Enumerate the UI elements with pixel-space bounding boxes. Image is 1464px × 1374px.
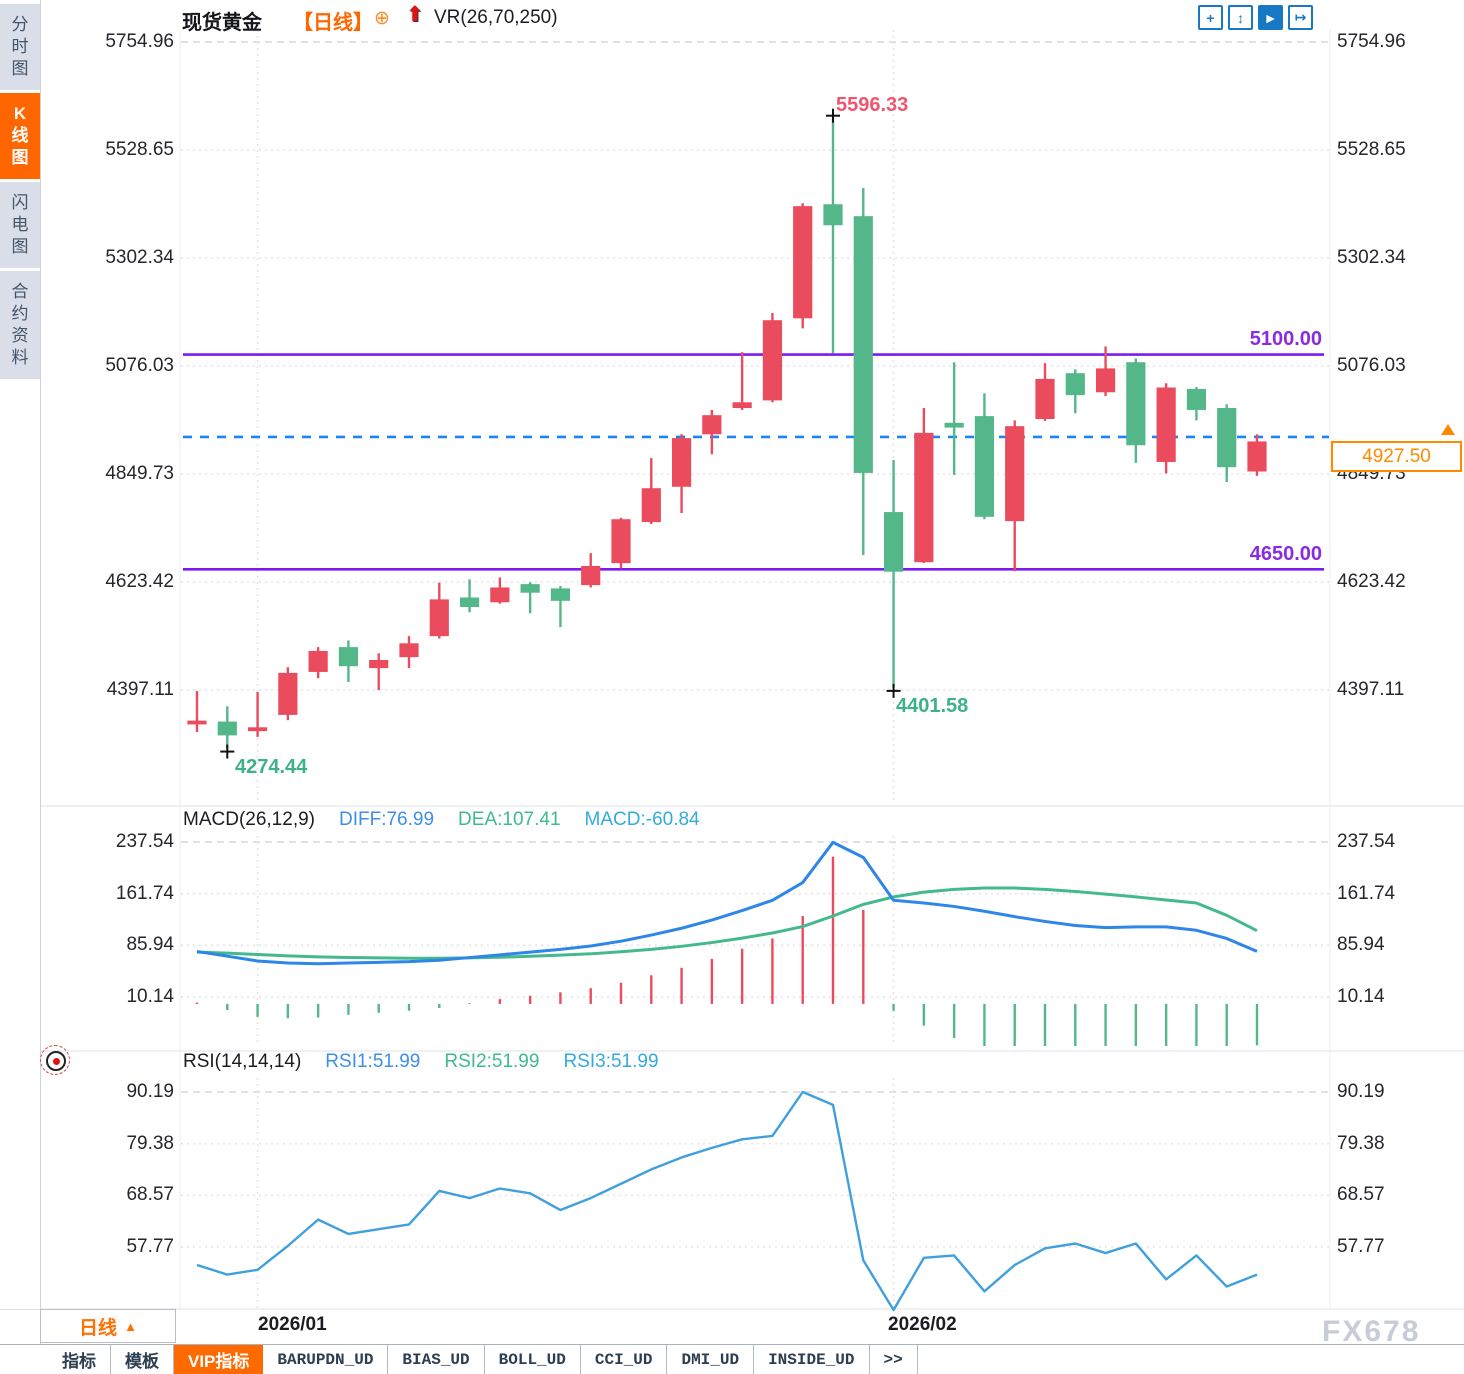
- price-axis-label-right: 5076.03: [1337, 355, 1406, 376]
- macd-bar-value: MACD:-60.84: [584, 809, 700, 830]
- macd-axis-label-right: 161.74: [1337, 882, 1396, 904]
- rsi-axis-label-left: 79.38: [126, 1132, 174, 1154]
- triangle-up-icon: ▲: [124, 1318, 137, 1334]
- price-axis-label-left: 4623.42: [105, 571, 174, 593]
- chart-toolbar: + ↕ ► ↦: [1198, 5, 1313, 30]
- bottom-tab-0[interactable]: 指标: [48, 1345, 111, 1374]
- rsi-axis-label-left: 68.57: [126, 1184, 174, 1206]
- current-price-badge: 4927.50: [1331, 441, 1462, 472]
- price-axis-label-right: 5528.65: [1337, 139, 1406, 160]
- pan-icon[interactable]: +: [1198, 5, 1223, 30]
- low-annotation-2: 4401.58: [896, 695, 969, 717]
- x-axis-label-jan: 2026/01: [258, 1314, 327, 1335]
- bottom-tab-8[interactable]: INSIDE_UD: [754, 1345, 870, 1374]
- sidebar-tab-0[interactable]: 分时图: [0, 4, 40, 90]
- sidebar-tab-2[interactable]: 闪电图: [0, 182, 40, 268]
- macd-axis-label-left: 85.94: [126, 934, 174, 956]
- macd-axis-label-left: 10.14: [126, 985, 174, 1007]
- rsi-axis-label-right: 57.77: [1337, 1236, 1385, 1257]
- low-annotation-1: 4274.44: [235, 756, 308, 778]
- price-axis-label-left: 4849.73: [105, 463, 174, 484]
- corner-cell: [0, 1309, 40, 1343]
- bottom-tab-1[interactable]: 模板: [111, 1345, 174, 1374]
- x-axis-label-feb: 2026/02: [888, 1314, 957, 1335]
- axis-zoom-icon[interactable]: ↕: [1228, 5, 1253, 30]
- price-up-marker-icon: [1441, 424, 1455, 435]
- rsi-axis-label-right: 90.19: [1337, 1081, 1385, 1102]
- bottom-tab-2[interactable]: VIP指标: [174, 1345, 264, 1374]
- price-axis-label-left: 5528.65: [105, 139, 174, 160]
- price-axis-label-left: 5302.34: [105, 247, 174, 268]
- bottom-tab-7[interactable]: DMI_UD: [667, 1345, 755, 1374]
- price-axis-label-left: 5754.96: [105, 31, 174, 52]
- up-arrow-icon: ⬆: [406, 3, 424, 26]
- price-axis-label-right: 4623.42: [1337, 571, 1406, 593]
- rsi-axis-label-right: 68.57: [1337, 1184, 1385, 1206]
- macd-axis-label-right: 85.94: [1337, 934, 1385, 956]
- bottom-tab-5[interactable]: BOLL_UD: [485, 1345, 581, 1374]
- macd-axis-label-right: 237.54: [1337, 831, 1396, 852]
- high-annotation: 5596.33: [836, 94, 909, 116]
- bottom-tab-9[interactable]: >>: [870, 1345, 918, 1374]
- price-axis-label-right: 5754.96: [1337, 31, 1406, 52]
- rsi-axis-label-right: 79.38: [1337, 1132, 1385, 1154]
- shift-right-icon[interactable]: ↦: [1288, 5, 1313, 30]
- auto-scale-icon[interactable]: ►: [1258, 5, 1283, 30]
- upper-level-label: 5100.00: [1249, 328, 1322, 350]
- period-tag: 【日线】: [293, 12, 373, 34]
- sidebar-tab-3[interactable]: 合约资料: [0, 271, 40, 379]
- watermark: FX678: [1322, 1315, 1421, 1348]
- rsi2-value: RSI2:51.99: [444, 1051, 540, 1072]
- bottom-tab-4[interactable]: BIAS_UD: [388, 1345, 485, 1374]
- rsi3-value: RSI3:51.99: [563, 1051, 659, 1072]
- rsi-title: RSI(14,14,14): [183, 1051, 302, 1072]
- price-axis-label-right: 4397.11: [1337, 679, 1405, 701]
- period-selector-label: 日线: [79, 1317, 118, 1339]
- macd-axis-label-left: 237.54: [115, 831, 174, 852]
- rsi-axis-label-left: 90.19: [126, 1081, 174, 1102]
- symbol-title: 现货黄金: [182, 12, 262, 34]
- indicator-tab-bar: 指标 模板 VIP指标 BARUPDN_UD BIAS_UD BOLL_UD CCI_UD D…: [0, 1344, 1464, 1374]
- macd-header: MACD(26,12,9) DIFF:76.99 DEA:107.41 MACD…: [183, 809, 700, 831]
- alert-target-icon[interactable]: [46, 1051, 66, 1071]
- circle-plus-icon[interactable]: ⊕: [374, 8, 390, 29]
- vr-indicator-label: VR(26,70,250): [434, 7, 558, 28]
- bottom-tab-3[interactable]: BARUPDN_UD: [263, 1345, 389, 1374]
- rsi-axis-label-left: 57.77: [126, 1236, 174, 1257]
- macd-dea-value: DEA:107.41: [458, 809, 561, 830]
- price-axis-label-right: 5302.34: [1337, 247, 1406, 268]
- lower-level-label: 4650.00: [1249, 543, 1322, 565]
- rsi1-value: RSI1:51.99: [325, 1051, 421, 1072]
- alert-rays-icon: [40, 1045, 70, 1075]
- period-selector-button[interactable]: 日线 ▲: [40, 1309, 176, 1343]
- price-axis-label-left: 5076.03: [105, 355, 174, 376]
- macd-title: MACD(26,12,9): [183, 809, 315, 830]
- macd-diff-value: DIFF:76.99: [339, 809, 435, 830]
- bottom-tab-6[interactable]: CCI_UD: [581, 1345, 668, 1374]
- price-axis-label-left: 4397.11: [106, 679, 174, 701]
- macd-axis-label-right: 10.14: [1337, 985, 1385, 1007]
- macd-axis-label-left: 161.74: [115, 882, 174, 904]
- rsi-header: RSI(14,14,14) RSI1:51.99 RSI2:51.99 RSI3…: [183, 1051, 659, 1073]
